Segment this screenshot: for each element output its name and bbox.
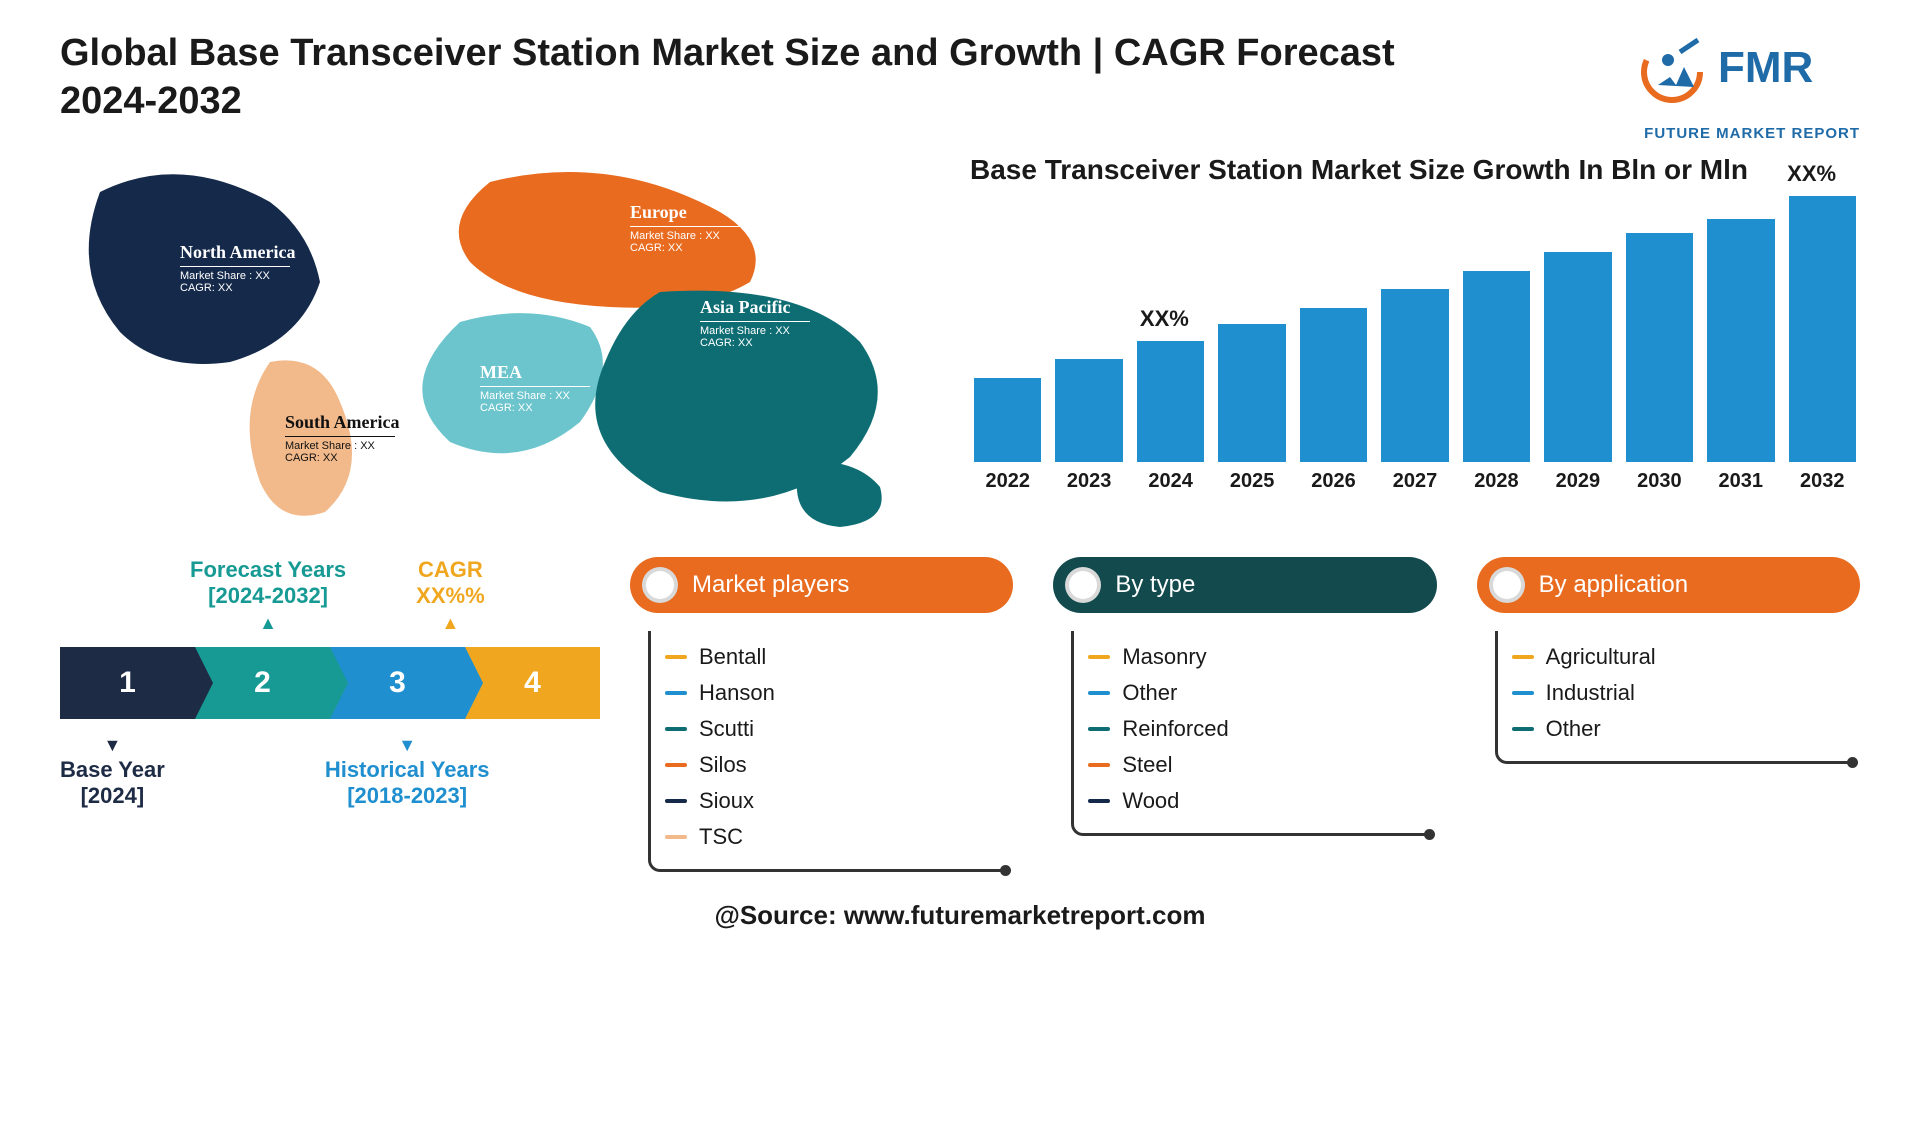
cat-item: Bentall <box>665 639 1007 675</box>
bar-annotation: XX% <box>1787 161 1836 187</box>
svg-text:FMR: FMR <box>1718 43 1813 92</box>
timeline-top-label: Forecast Years[2024-2032]▲ <box>190 557 346 635</box>
bar-2032: 2032 <box>1789 196 1856 493</box>
cat-item: Hanson <box>665 675 1007 711</box>
cat-item: TSC <box>665 819 1007 855</box>
cat-item: Reinforced <box>1088 711 1430 747</box>
timeline-top-label: CAGRXX%%▲ <box>416 557 484 635</box>
cat-item: Industrial <box>1512 675 1854 711</box>
region-label-asia-pacific: Asia PacificMarket Share : XXCAGR: XX <box>700 297 810 349</box>
timeline-bottom-label: ▼Base Year[2024] <box>60 731 165 809</box>
cat-header: By type <box>1053 557 1436 613</box>
timeline: Forecast Years[2024-2032]▲ CAGRXX%%▲ 1234… <box>60 557 600 809</box>
region-label-north-america: North AmericaMarket Share : XXCAGR: XX <box>180 242 295 294</box>
fmr-logo: FMR FUTURE MARKET REPORT <box>1640 30 1860 142</box>
source-attribution: @Source: www.futuremarketreport.com <box>60 900 1860 931</box>
region-label-mea: MEAMarket Share : XXCAGR: XX <box>480 362 590 414</box>
cat-item: Masonry <box>1088 639 1430 675</box>
cat-item: Silos <box>665 747 1007 783</box>
bar-2025: 2025 <box>1218 324 1285 493</box>
bar-2028: 2028 <box>1463 271 1530 493</box>
bar-annotation: XX% <box>1140 306 1189 332</box>
bullet-icon <box>642 567 678 603</box>
category-by-type: By type MasonryOtherReinforcedSteelWood <box>1053 557 1436 872</box>
world-map: North AmericaMarket Share : XXCAGR: XX So… <box>60 152 940 532</box>
bar-2024: 2024 <box>1137 341 1204 493</box>
bar-2022: 2022 <box>974 378 1041 493</box>
bullet-icon <box>1489 567 1525 603</box>
category-market-players: Market players BentallHansonScuttiSilosS… <box>630 557 1013 872</box>
bullet-icon <box>1065 567 1101 603</box>
cat-item: Wood <box>1088 783 1430 819</box>
cat-item: Sioux <box>665 783 1007 819</box>
category-by-application: By application AgriculturalIndustrialOth… <box>1477 557 1860 872</box>
timeline-seg-4: 4 <box>465 647 600 719</box>
cat-item: Other <box>1512 711 1854 747</box>
bar-chart-title: Base Transceiver Station Market Size Gro… <box>970 152 1860 187</box>
cat-item: Steel <box>1088 747 1430 783</box>
page-title: Global Base Transceiver Station Market S… <box>60 30 1460 125</box>
bar-2031: 2031 <box>1707 219 1774 493</box>
cat-item: Agricultural <box>1512 639 1854 675</box>
timeline-seg-2: 2 <box>195 647 330 719</box>
bar-2027: 2027 <box>1381 289 1448 493</box>
bar-2030: 2030 <box>1626 233 1693 493</box>
cat-item: Other <box>1088 675 1430 711</box>
cat-header: Market players <box>630 557 1013 613</box>
cat-header: By application <box>1477 557 1860 613</box>
logo-tagline: FUTURE MARKET REPORT <box>1640 125 1860 142</box>
timeline-seg-3: 3 <box>330 647 465 719</box>
bar-chart: Base Transceiver Station Market Size Gro… <box>970 152 1860 532</box>
region-label-south-america: South AmericaMarket Share : XXCAGR: XX <box>285 412 400 464</box>
bar-2029: 2029 <box>1544 252 1611 493</box>
bar-2023: 2023 <box>1055 359 1122 493</box>
region-label-europe: EuropeMarket Share : XXCAGR: XX <box>630 202 740 254</box>
bar-2026: 2026 <box>1300 308 1367 493</box>
timeline-seg-1: 1 <box>60 647 195 719</box>
cat-item: Scutti <box>665 711 1007 747</box>
timeline-bottom-label: ▼Historical Years[2018-2023] <box>325 731 490 809</box>
